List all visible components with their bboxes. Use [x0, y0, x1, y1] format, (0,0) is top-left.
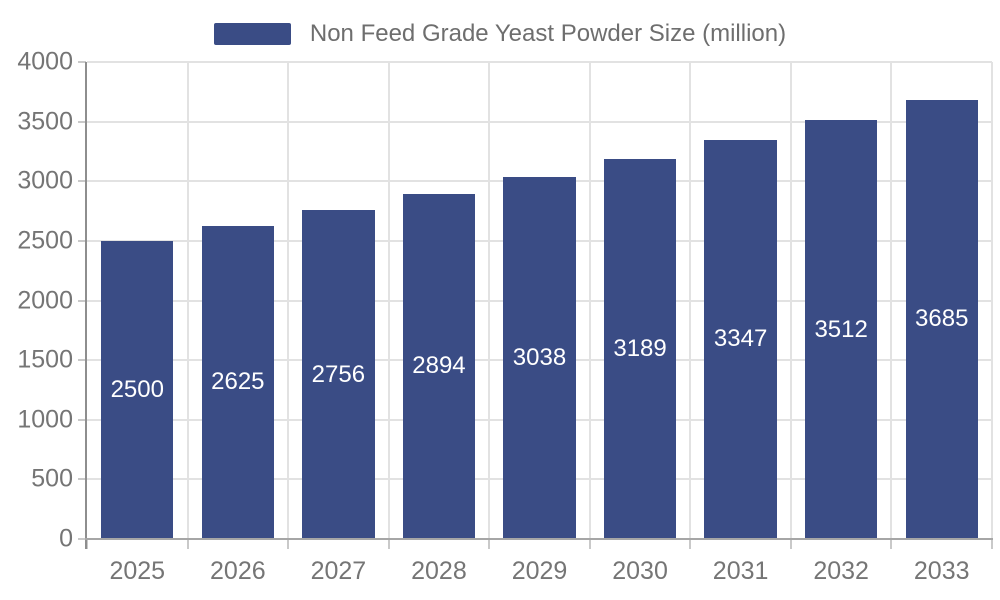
y-axis-label: 500	[31, 464, 73, 493]
y-tick	[78, 299, 86, 302]
y-axis-label: 0	[59, 524, 73, 553]
legend-item[interactable]: Non Feed Grade Yeast Powder Size (millio…	[213, 20, 787, 48]
x-gridline	[689, 62, 692, 539]
x-axis-label: 2033	[913, 557, 970, 585]
x-gridline	[588, 62, 591, 539]
x-axis-line	[85, 538, 993, 540]
bar[interactable]	[101, 240, 174, 539]
y-tick	[78, 61, 86, 63]
bar-value-label: 2500	[110, 375, 164, 403]
bar[interactable]	[302, 210, 375, 539]
y-gridline	[87, 61, 992, 63]
y-axis-label: 4000	[17, 47, 73, 76]
x-gridline	[890, 62, 893, 539]
bar-value-label: 2756	[311, 360, 366, 388]
y-axis-label: 3000	[17, 166, 73, 195]
bar-value-label: 3038	[512, 343, 567, 371]
bar-value-label: 3189	[613, 334, 667, 362]
y-gridline	[87, 120, 992, 123]
x-tick	[488, 540, 491, 549]
bar-value-label: 3347	[713, 325, 768, 353]
x-axis-label: 2029	[511, 557, 568, 585]
legend-swatch-icon	[213, 23, 291, 45]
x-gridline	[186, 62, 189, 539]
x-tick	[588, 540, 591, 549]
x-gridline	[287, 62, 290, 539]
x-tick	[86, 540, 88, 549]
x-tick	[689, 540, 692, 549]
y-tick	[78, 180, 86, 183]
y-axis-line	[85, 62, 87, 549]
y-axis-label: 2500	[17, 226, 73, 255]
bar[interactable]	[201, 225, 275, 539]
y-tick	[78, 478, 86, 481]
x-gridline	[488, 62, 491, 539]
x-axis-label: 2032	[813, 557, 869, 585]
bar[interactable]	[503, 176, 576, 539]
x-axis-label: 2025	[109, 557, 166, 585]
bar[interactable]	[402, 193, 476, 539]
x-tick	[186, 540, 189, 549]
y-axis-label: 3500	[17, 107, 73, 136]
x-tick	[789, 540, 792, 549]
bar[interactable]	[704, 139, 777, 539]
y-tick	[78, 239, 86, 242]
x-tick	[991, 540, 993, 549]
x-axis-label: 2031	[712, 557, 769, 585]
bar-value-label: 2625	[211, 368, 265, 396]
x-tick	[287, 540, 290, 549]
x-axis-label: 2030	[612, 557, 668, 585]
y-axis-label: 1000	[17, 405, 73, 434]
legend: Non Feed Grade Yeast Powder Size (millio…	[0, 20, 1000, 48]
y-tick	[78, 359, 86, 362]
x-gridline	[789, 62, 792, 539]
bar[interactable]	[905, 99, 978, 539]
y-axis-label: 1500	[17, 345, 73, 374]
y-tick	[78, 418, 86, 421]
x-gridline	[387, 62, 390, 539]
bar-value-label: 3685	[915, 305, 969, 333]
x-axis-label: 2028	[411, 557, 467, 585]
x-tick	[890, 540, 893, 549]
y-axis-label: 2000	[17, 286, 73, 314]
bar[interactable]	[804, 120, 878, 539]
y-tick	[78, 538, 86, 540]
x-tick	[387, 540, 390, 549]
x-axis-label: 2026	[210, 557, 266, 585]
bar-value-label: 2894	[412, 352, 466, 380]
y-tick	[78, 120, 86, 123]
bar-value-label: 3512	[814, 315, 868, 343]
x-gridline	[991, 62, 993, 539]
bar[interactable]	[603, 158, 677, 539]
x-axis-label: 2027	[310, 557, 367, 585]
legend-label: Non Feed Grade Yeast Powder Size (millio…	[309, 20, 787, 47]
